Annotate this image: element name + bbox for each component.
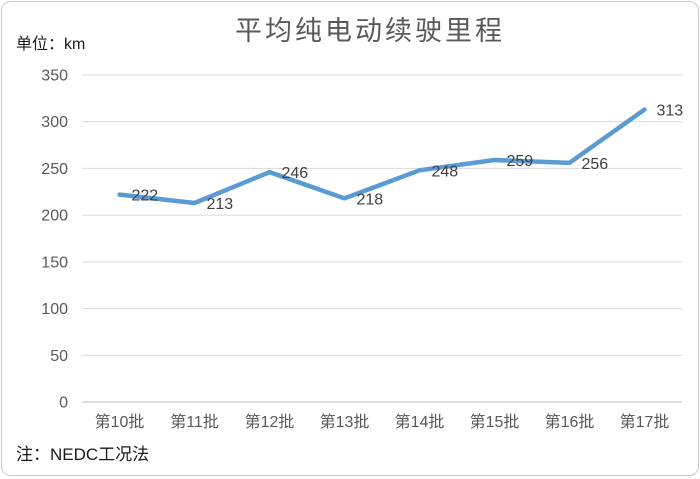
x-axis-label: 第16批: [545, 413, 595, 431]
data-point-label: 218: [357, 191, 384, 208]
x-axis-label: 第12批: [245, 413, 295, 431]
x-axis-label: 第10批: [95, 413, 145, 431]
data-point-label: 213: [207, 196, 234, 213]
data-line: [117, 107, 647, 206]
y-axis-tick-label: 350: [41, 68, 68, 85]
y-axis-tick-label: 100: [41, 301, 68, 318]
data-point-label: 313: [657, 103, 684, 120]
x-axis-label: 第11批: [170, 413, 219, 431]
data-point-label: 248: [432, 163, 459, 180]
y-axis-tick-label: 300: [41, 114, 68, 131]
x-axis-label: 第17批: [620, 413, 670, 431]
y-axis-tick-label: 0: [59, 395, 68, 412]
y-axis-tick-label: 50: [50, 348, 68, 365]
note-label: 注：NEDC工况法: [16, 445, 150, 464]
x-axis-label: 第14批: [395, 413, 445, 431]
unit-label: 单位：km: [16, 36, 86, 53]
chart-title: 平均纯电动续驶里程: [235, 16, 505, 46]
x-axis-label: 第15批: [470, 413, 520, 431]
y-axis-tick-label: 250: [41, 161, 68, 178]
data-point-label: 246: [282, 165, 309, 182]
y-axis-tick-label: 200: [41, 208, 68, 225]
data-point-label: 259: [507, 153, 534, 170]
data-point-label: 256: [582, 156, 609, 173]
x-axis-label: 第13批: [320, 413, 370, 431]
data-point-label: 222: [132, 188, 159, 205]
y-axis-tick-label: 150: [41, 254, 68, 271]
